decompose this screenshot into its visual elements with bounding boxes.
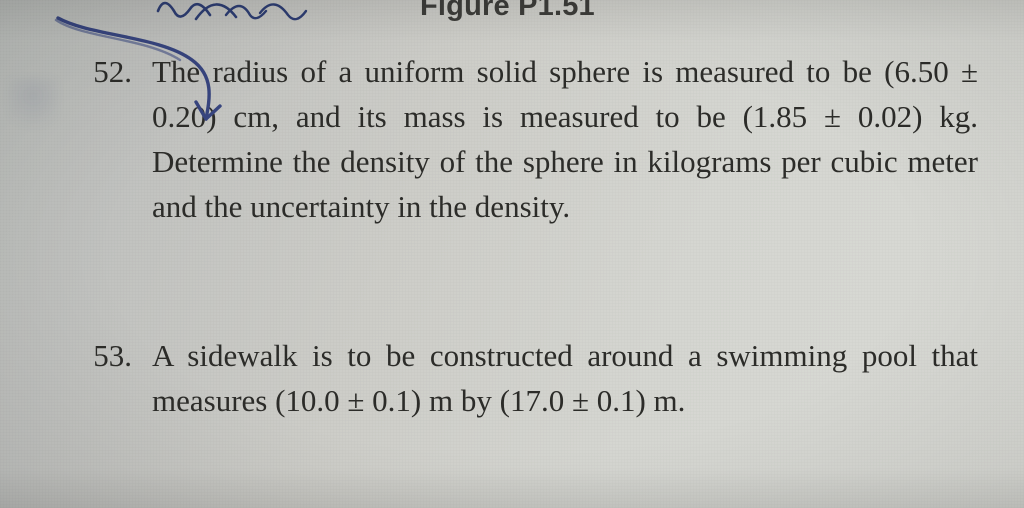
problem-text: A sidewalk is to be constructed around a… [152,334,978,424]
figure-caption: Figure P1.51 [420,0,595,23]
problem-number: 52. [60,50,132,95]
problem-text: The radius of a uniform solid sphere is … [152,50,978,230]
problem-number: 53. [60,334,132,379]
problem-52: 52. The radius of a uniform solid sphere… [60,50,978,230]
problem-53: 53. A sidewalk is to be constructed arou… [60,334,978,424]
handwriting-scribble [156,0,336,27]
ink-smudge [8,78,58,138]
